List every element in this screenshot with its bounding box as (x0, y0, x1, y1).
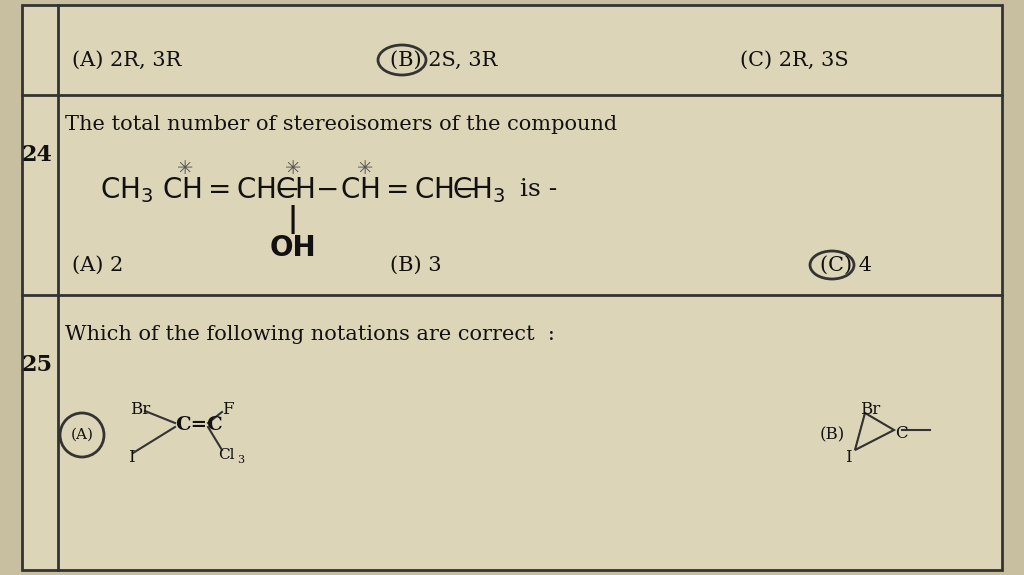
Polygon shape (855, 413, 894, 450)
Text: Br: Br (860, 401, 881, 419)
Text: (C) 4: (C) 4 (820, 255, 872, 274)
Text: C: C (895, 424, 907, 442)
Text: (B): (B) (820, 427, 845, 443)
Text: ✳: ✳ (356, 159, 373, 178)
Text: OH: OH (269, 234, 316, 262)
Text: Cl: Cl (218, 448, 234, 462)
Text: (A) 2R, 3R: (A) 2R, 3R (72, 51, 181, 70)
Text: 24: 24 (22, 144, 52, 166)
Polygon shape (855, 413, 894, 450)
Text: is -: is - (520, 178, 557, 201)
Text: ✳: ✳ (177, 159, 194, 178)
Text: Br: Br (130, 401, 151, 419)
Text: |: | (288, 205, 298, 235)
Text: $\mathsf{CH{=}CH{-}}$: $\mathsf{CH{=}CH{-}}$ (340, 176, 477, 204)
Text: ✳: ✳ (285, 159, 301, 178)
Text: $\mathsf{CH{-}}$: $\mathsf{CH{-}}$ (275, 176, 338, 204)
Text: Which of the following notations are correct  :: Which of the following notations are cor… (65, 325, 555, 344)
Text: (A) 2: (A) 2 (72, 255, 123, 274)
Text: $\mathsf{CH_3}$: $\mathsf{CH_3}$ (100, 175, 154, 205)
Text: $\mathsf{CH_3}$: $\mathsf{CH_3}$ (452, 175, 506, 205)
Text: I: I (845, 448, 852, 466)
Text: C=C: C=C (175, 416, 223, 434)
Text: F: F (222, 401, 233, 419)
FancyBboxPatch shape (22, 5, 1002, 570)
Text: I: I (128, 448, 134, 466)
Text: (B) 3: (B) 3 (390, 255, 441, 274)
Text: 3: 3 (237, 455, 244, 465)
Text: 25: 25 (22, 354, 52, 376)
Text: (A): (A) (71, 428, 93, 442)
Text: (C) 2R, 3S: (C) 2R, 3S (740, 51, 849, 70)
Text: The total number of stereoisomers of the compound: The total number of stereoisomers of the… (65, 116, 617, 135)
Text: $\mathsf{CH{=}CH{-}}$: $\mathsf{CH{=}CH{-}}$ (162, 176, 299, 204)
Text: (B) 2S, 3R: (B) 2S, 3R (390, 51, 498, 70)
